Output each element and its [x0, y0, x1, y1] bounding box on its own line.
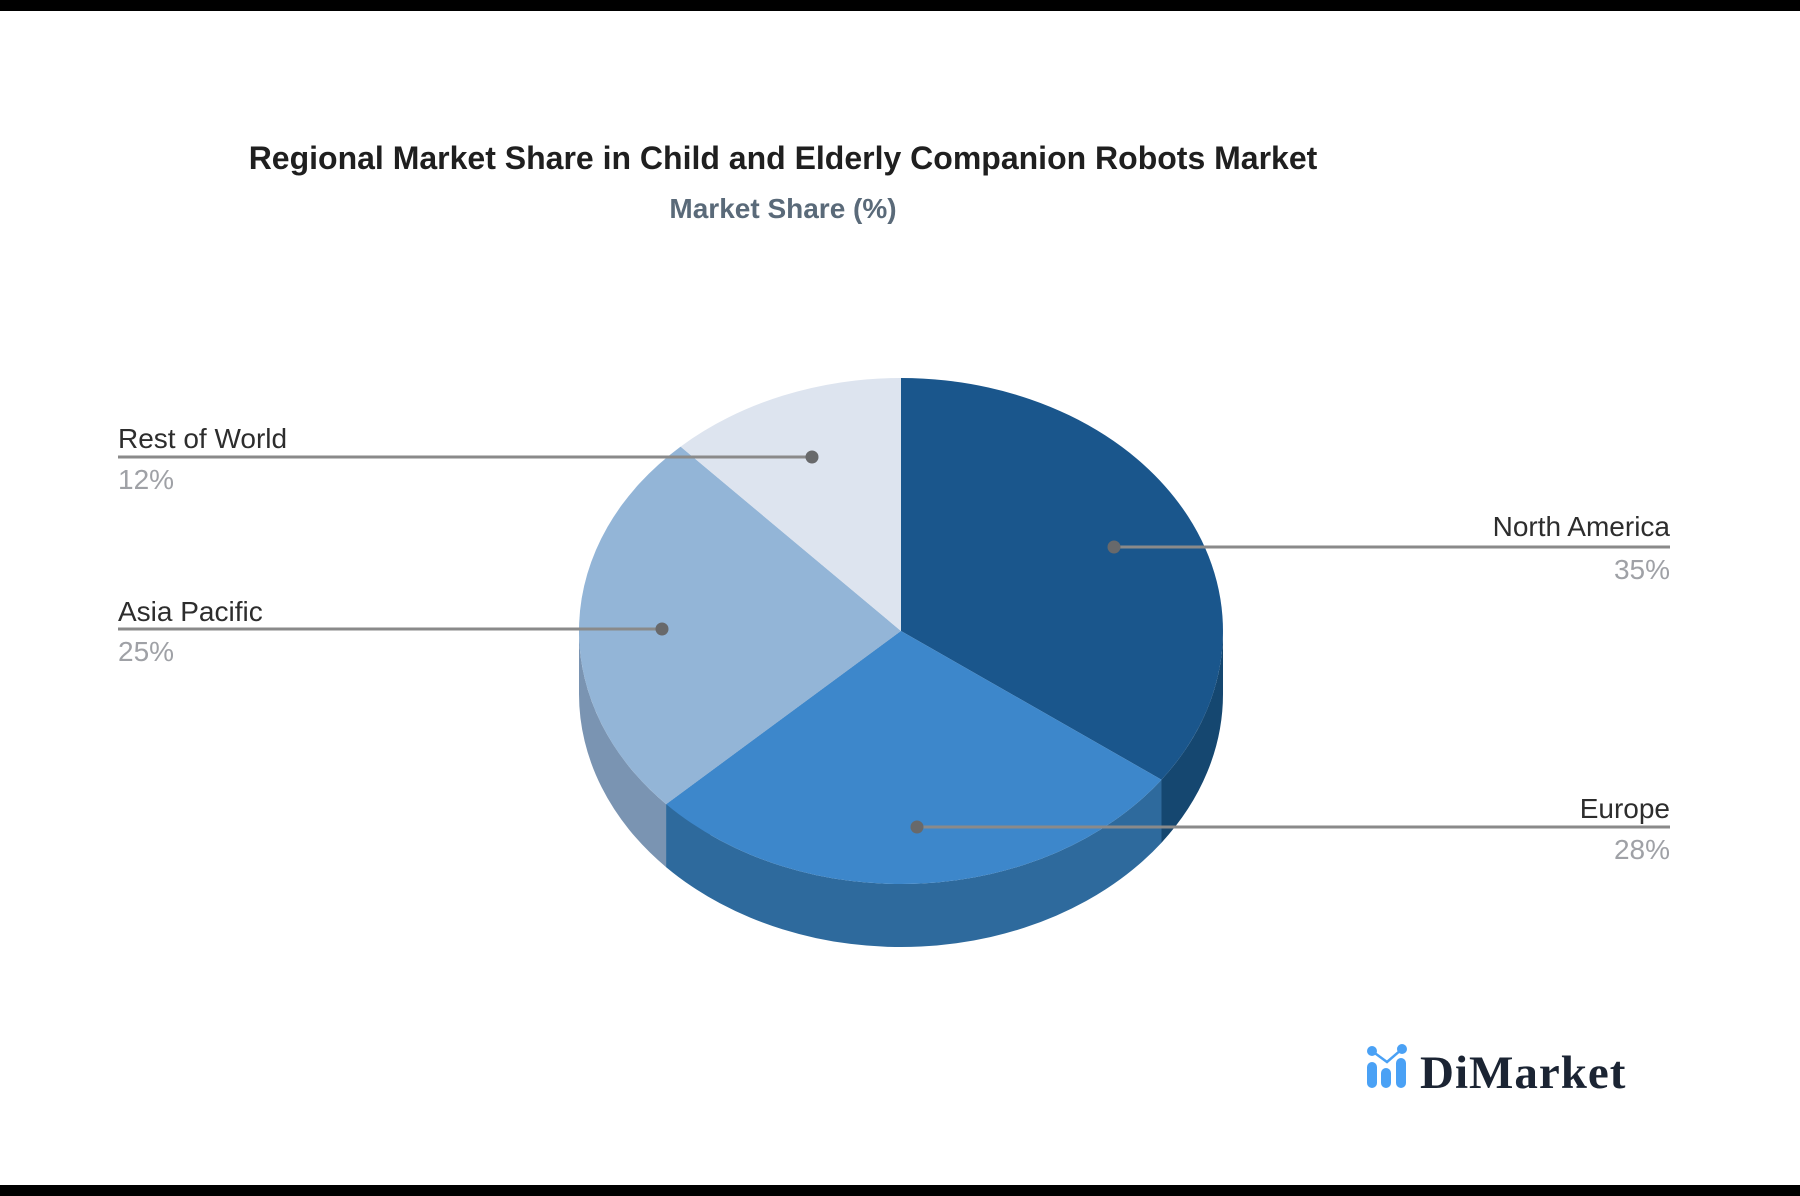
asia-pacific-side-wall: [579, 631, 667, 868]
asia-pacific-value: 25%: [118, 636, 174, 667]
chart-title: Regional Market Share in Child and Elder…: [249, 140, 1318, 176]
logo-bar-1: [1367, 1062, 1377, 1088]
pie-slice-north-america[interactable]: [901, 378, 1223, 780]
rest-of-world-value: 12%: [118, 464, 174, 495]
europe-value: 28%: [1614, 834, 1670, 865]
asia-pacific-label: Asia Pacific: [118, 596, 263, 627]
rest-of-world-label: Rest of World: [118, 423, 287, 454]
logo-bar-3: [1396, 1058, 1406, 1088]
asia-pacific-leader-dot: [655, 622, 669, 636]
pie-slice-europe[interactable]: [666, 631, 1162, 885]
north-america-side-wall: [1161, 631, 1223, 843]
pie-slices: [578, 378, 1223, 885]
logo-zigzag-line: [1371, 1048, 1403, 1064]
leader-lines: [118, 450, 1670, 834]
pie-slice-asia-pacific[interactable]: [578, 446, 901, 805]
north-america-leader-dot: [1107, 540, 1121, 554]
logo-dot-1: [1367, 1046, 1377, 1056]
north-america-label: North America: [1493, 511, 1671, 542]
brand-logo: DiMarket: [1367, 1044, 1626, 1099]
europe-label: Europe: [1580, 793, 1670, 824]
top-frame-bar: [0, 0, 1800, 11]
north-america-value: 35%: [1614, 554, 1670, 585]
slice-labels: North America 35% Europe 28% Asia Pacifi…: [118, 423, 1670, 865]
bar-chart-logo-icon: [1367, 1044, 1407, 1088]
chart-subtitle: Market Share (%): [669, 193, 896, 224]
logo-bar-2: [1381, 1068, 1391, 1088]
bottom-frame-bar: [0, 1185, 1800, 1196]
europe-side-wall: [666, 779, 1162, 948]
rest-of-world-leader-dot: [805, 450, 819, 464]
europe-leader-dot: [910, 820, 924, 834]
logo-dot-2: [1397, 1044, 1407, 1054]
pie-slice-rest-of-world[interactable]: [680, 378, 901, 631]
brand-logo-text: DiMarket: [1420, 1047, 1626, 1099]
